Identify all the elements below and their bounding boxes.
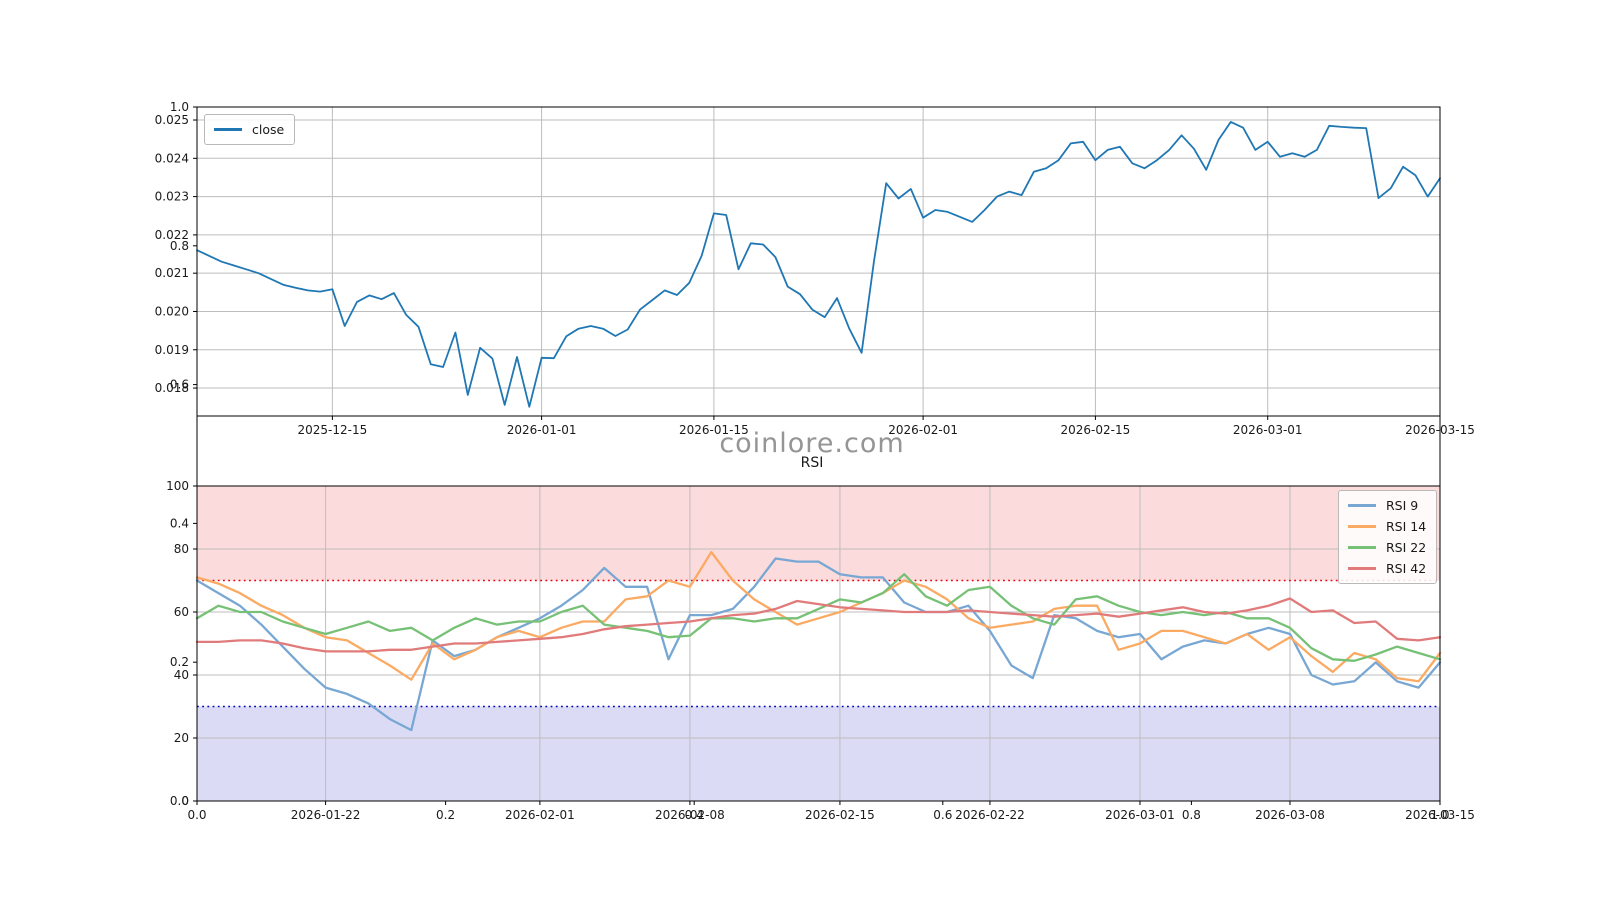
watermark: coinlore.com xyxy=(719,428,905,459)
y-tick-label: 0.022 xyxy=(155,228,189,242)
legend-line-sample xyxy=(1348,567,1376,570)
rsi-chart-title: RSI xyxy=(800,455,824,471)
x-tick-label: 2025-12-15 xyxy=(298,423,368,437)
x-tick-label: 2026-02-22 xyxy=(955,808,1025,822)
legend-item: close xyxy=(214,119,284,140)
y-tick-label: 0.023 xyxy=(155,190,189,204)
x-tick-label: 2026-03-08 xyxy=(1255,808,1325,822)
legend-line-sample xyxy=(1348,504,1376,507)
overlay-axes-frame xyxy=(196,106,1441,802)
overlay-x-tick-label: 0.6 xyxy=(933,808,952,822)
y-tick-label: 0.024 xyxy=(155,151,189,165)
x-tick-label: 2026-01-15 xyxy=(679,423,749,437)
y-tick-label: 0.021 xyxy=(155,266,189,280)
axes-frame xyxy=(196,106,1441,417)
overlay-y-tick-label: 0.0 xyxy=(170,794,189,808)
series-line-rsi-14 xyxy=(195,550,1442,683)
overlay-x-tick-label: 0.8 xyxy=(1182,808,1201,822)
y-tick-label: 0.018 xyxy=(155,381,189,395)
series-line-rsi-22 xyxy=(195,573,1442,662)
y-tick-label: 60 xyxy=(174,605,189,619)
y-tick-label: 0.020 xyxy=(155,304,189,318)
y-tick-label: 80 xyxy=(174,542,189,556)
x-tick-label: 2026-03-01 xyxy=(1105,808,1175,822)
x-tick-label: 2026-02-15 xyxy=(1061,423,1131,437)
x-tick-label: 2026-03-01 xyxy=(1233,423,1303,437)
legend-item-label: RSI 9 xyxy=(1386,498,1419,513)
overlay-x-tick-label: 0.0 xyxy=(187,808,206,822)
legend-line-sample xyxy=(1348,525,1376,528)
series-line-rsi-9 xyxy=(195,557,1442,732)
legend-item: RSI 22 xyxy=(1348,537,1426,558)
y-tick-label: 0.019 xyxy=(155,343,189,357)
legend-close: close xyxy=(204,114,296,145)
legend-item-label: close xyxy=(252,122,285,137)
x-tick-label: 2026-01-22 xyxy=(291,808,361,822)
x-tick-label: 2026-02-01 xyxy=(505,808,575,822)
legend-item-label: RSI 22 xyxy=(1386,540,1427,555)
overlay-x-tick-label: 0.4 xyxy=(685,808,704,822)
overlay-y-tick-label: 0.6 xyxy=(170,378,189,392)
x-tick-label: 2026-02-08 xyxy=(655,808,725,822)
overlay-y-tick-label: 0.4 xyxy=(170,516,189,530)
y-tick-label: 100 xyxy=(166,479,189,493)
overlay-y-tick-label: 1.0 xyxy=(170,100,189,114)
y-tick-label: 40 xyxy=(174,668,189,682)
overlay-y-tick-label: 0.8 xyxy=(170,239,189,253)
overlay-y-tick-label: 0.2 xyxy=(170,655,189,669)
legend-item-label: RSI 42 xyxy=(1386,561,1427,576)
x-tick-label: 2026-02-01 xyxy=(888,423,958,437)
x-tick-label: 2026-03-15 xyxy=(1405,808,1475,822)
legend-item: RSI 9 xyxy=(1348,495,1426,516)
threshold-band xyxy=(197,706,1440,801)
legend-line-sample xyxy=(1348,546,1376,549)
x-tick-label: 2026-01-01 xyxy=(507,423,577,437)
x-tick-label: 2026-02-15 xyxy=(805,808,875,822)
series-line-rsi-42 xyxy=(195,597,1442,653)
overlay-x-tick-label: 0.2 xyxy=(436,808,455,822)
series-line-close xyxy=(196,121,1441,408)
overlay-x-tick-label: 1.0 xyxy=(1430,808,1449,822)
threshold-band xyxy=(197,486,1440,581)
legend-item: RSI 42 xyxy=(1348,558,1426,579)
y-tick-label: 0.025 xyxy=(155,113,189,127)
legend-item: RSI 14 xyxy=(1348,516,1426,537)
legend-line-sample xyxy=(214,128,242,131)
y-tick-label: 20 xyxy=(174,731,189,745)
legend-rsi: RSI 9 RSI 14 RSI 22 RSI 42 xyxy=(1338,490,1438,584)
legend-item-label: RSI 14 xyxy=(1386,519,1427,534)
y-tick-label: 0 xyxy=(181,794,189,808)
